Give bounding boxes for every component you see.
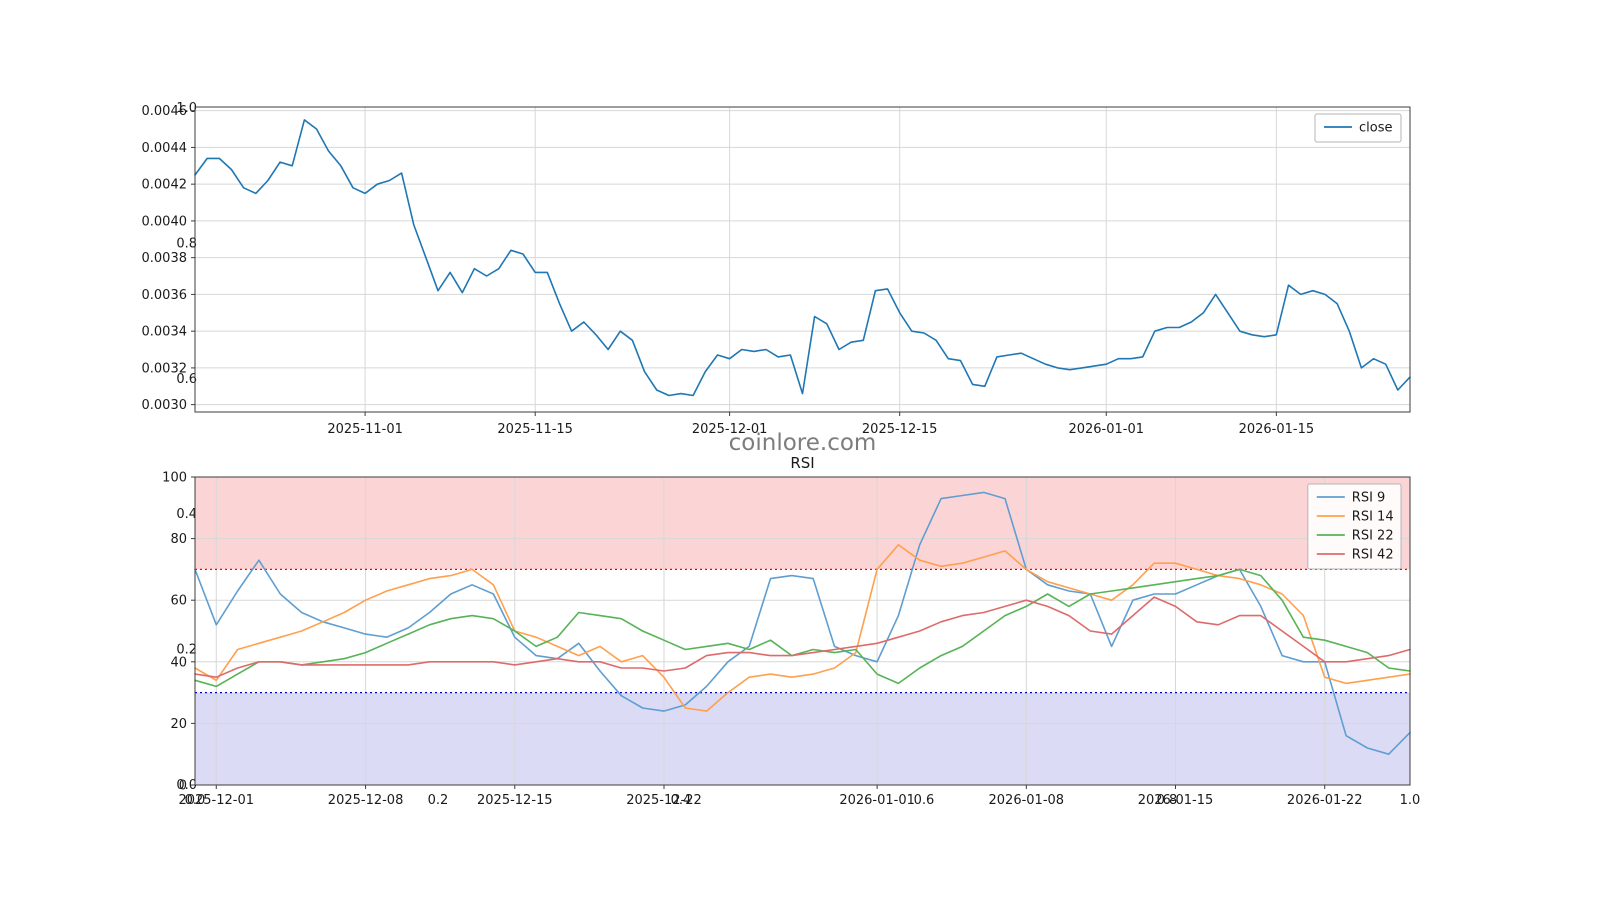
hidden-axis-xtick: 1.0: [1400, 793, 1421, 808]
hidden-axis-xtick: 0.6: [914, 793, 935, 808]
series-rsi-22: [194, 568, 1411, 688]
legend-label: close: [1359, 121, 1392, 136]
legend: RSI 9 RSI 14 RSI 22 RSI 42: [1307, 483, 1402, 570]
axes-frame: [194, 106, 1411, 413]
hidden-axis-ytick: 0.6: [176, 372, 197, 387]
legend-box: [1314, 113, 1402, 143]
y-tick-label: 60: [170, 594, 187, 609]
x-tick-label: 2025-12-22: [626, 793, 702, 808]
x-tick-label: 2026-01-01: [839, 793, 915, 808]
x-tick-label: 2025-12-15: [862, 422, 938, 437]
threshold-band: [195, 477, 1410, 570]
legend: close: [1314, 113, 1402, 143]
hidden-axis-xtick: 0.0: [185, 793, 206, 808]
hidden-axis-xtick: 0.2: [428, 793, 449, 808]
series-rsi-42: [194, 596, 1411, 679]
axes-frame: [194, 476, 1411, 786]
x-tick-label: 2026-01-22: [1287, 793, 1363, 808]
x-tick-label: 2026-01-08: [989, 793, 1065, 808]
y-tick-label: 20: [170, 717, 187, 732]
hidden-axis-xtick: 0.8: [1157, 793, 1178, 808]
y-tick-label: 80: [170, 532, 187, 547]
rsi-plot: 0 20 40 60 80 100 2025-12-01 2025-12-08 2025-12-…: [162, 471, 1411, 808]
y-tick-label: 0.0030: [142, 398, 188, 413]
hidden-axis-ytick: 0.2: [176, 643, 197, 658]
y-tick-label: 0.0036: [142, 288, 188, 303]
x-tick-label: 2026-01-15: [1239, 422, 1315, 437]
x-tick-label: 2025-11-01: [327, 422, 403, 437]
y-tick-label: 0.0034: [142, 325, 188, 340]
threshold-band: [195, 692, 1410, 785]
hidden-axis-ytick: 0.0: [176, 778, 197, 793]
y-tick-label: 0.0038: [142, 251, 188, 266]
price-plot: 0.0030 0.0032 0.0034 0.0036 0.0038 0.0040 0.00…: [142, 104, 1411, 437]
series-rsi-14: [194, 543, 1411, 712]
legend-box: [1307, 483, 1402, 570]
hidden-axis-ytick: 0.8: [176, 236, 197, 251]
hidden-axis-xtick: 0.4: [671, 793, 692, 808]
y-tick-label: 0.0040: [142, 214, 188, 229]
x-tick-label: 2025-12-01: [692, 422, 768, 437]
y-tick-label: 0.0042: [142, 178, 188, 193]
x-tick-label: 2026-01-15: [1138, 793, 1214, 808]
y-tick-label: 100: [162, 471, 187, 486]
rsi-chart-title: RSI: [790, 454, 815, 472]
x-tick-label: 2025-12-08: [328, 793, 404, 808]
series-close: [194, 119, 1411, 397]
x-tick-label: 2026-01-01: [1068, 422, 1144, 437]
y-tick-label: 0.0032: [142, 361, 188, 376]
hidden-axes-labels: 1.0 0.8 0.6 0.4 0.2 0.00.0 0.2 0.4 0.6 0.8 1.0: [176, 101, 1420, 808]
y-tick-label: 0: [179, 779, 187, 794]
x-tick-label: 2025-12-01: [178, 793, 254, 808]
legend-label: RSI 22: [1352, 529, 1394, 544]
legend-label: RSI 9: [1352, 491, 1386, 506]
legend-label: RSI 14: [1352, 510, 1394, 525]
x-tick-label: 2025-12-15: [477, 793, 553, 808]
hidden-axis-ytick: 1.0: [176, 101, 197, 116]
x-tick-label: 2025-11-15: [497, 422, 573, 437]
watermark: coinlore.com: [728, 430, 877, 456]
y-tick-label: 0.0046: [142, 104, 188, 119]
legend-label: RSI 42: [1352, 548, 1394, 563]
y-tick-label: 40: [170, 655, 187, 670]
y-tick-label: 0.0044: [142, 141, 188, 156]
series-rsi-9: [194, 491, 1411, 756]
hidden-axis-ytick: 0.4: [176, 507, 197, 522]
